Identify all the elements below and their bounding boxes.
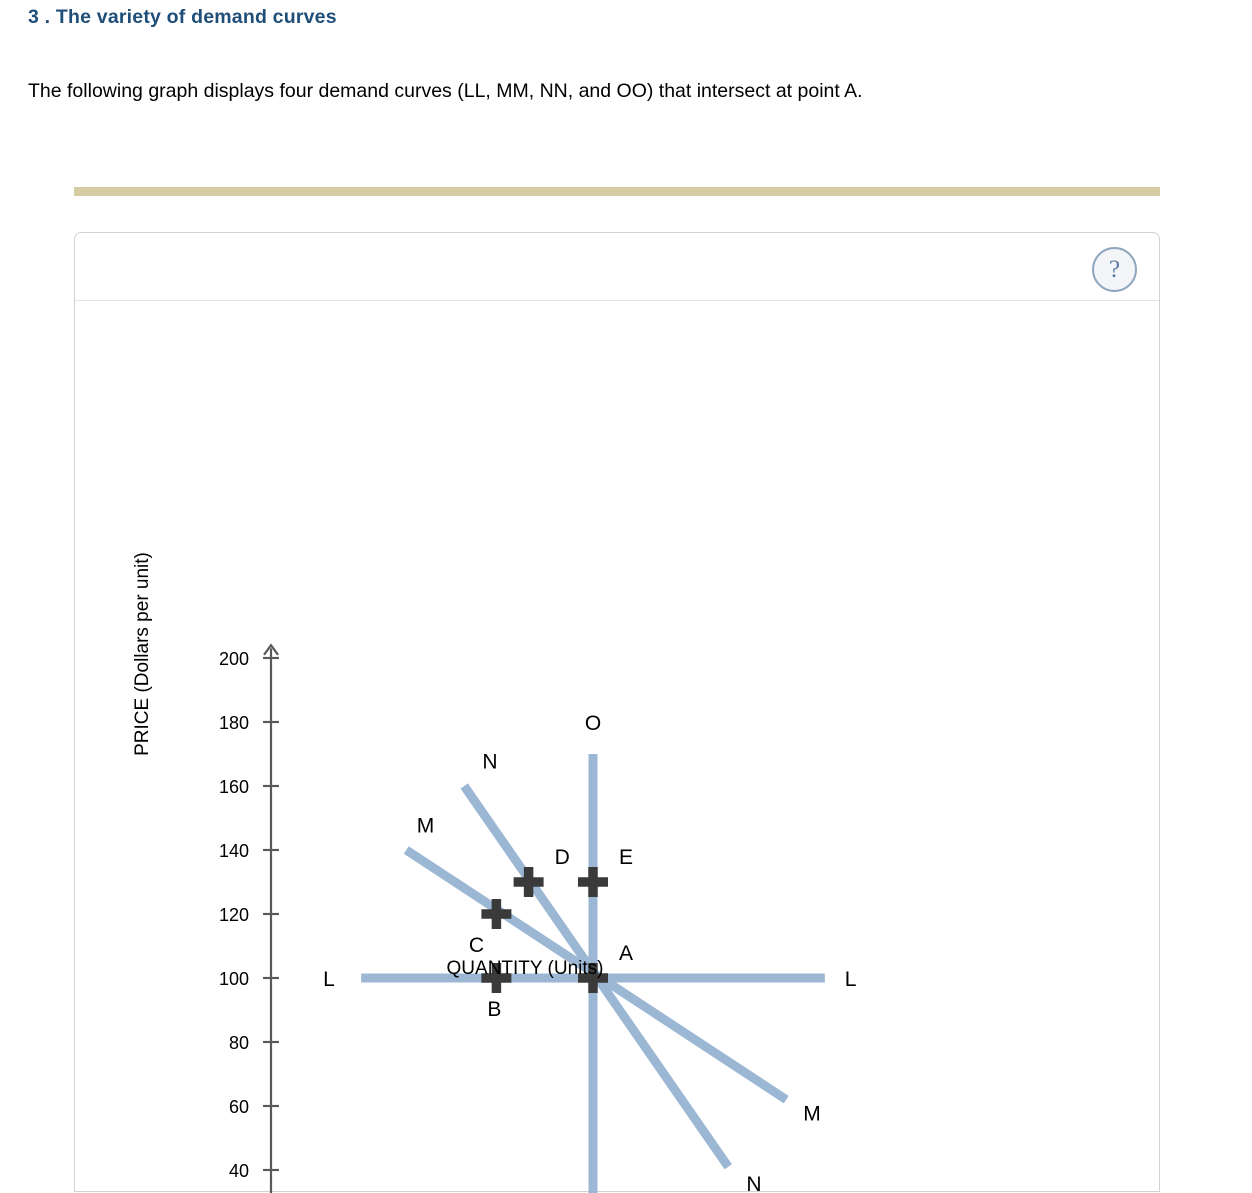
- plot-point-d[interactable]: [513, 867, 544, 897]
- y-axis-tick-label: 60: [229, 1097, 249, 1117]
- y-axis-tick-label: 200: [219, 649, 249, 669]
- plot-point-a[interactable]: [578, 963, 608, 993]
- curve-label-m: M: [803, 1102, 821, 1125]
- y-axis-arrow: [263, 643, 279, 656]
- graph-card-header: ?: [75, 233, 1159, 301]
- page-title: 3 . The variety of demand curves: [28, 6, 337, 28]
- y-axis-tick-label: 80: [229, 1033, 249, 1053]
- plot-point-e[interactable]: [578, 867, 608, 897]
- y-axis-tick-label: 100: [219, 969, 249, 989]
- section-divider: [74, 187, 1160, 196]
- point-label-c: C: [469, 934, 484, 957]
- y-axis-tick-label: 120: [219, 905, 249, 925]
- x-axis-title: QUANTITY (Units): [446, 958, 604, 979]
- graph-card: ? 02040608010012014016018020002040608010…: [74, 232, 1161, 1193]
- plot-point-b[interactable]: [481, 963, 512, 993]
- point-label-b: B: [487, 998, 501, 1021]
- y-axis-tick-label: 140: [219, 841, 249, 861]
- chart-svg-canvas: 0204060801001201401601802000204060801001…: [219, 643, 857, 1193]
- point-label-a: A: [619, 942, 633, 965]
- curve-label-l: L: [845, 968, 857, 991]
- curve-label-n: N: [746, 1173, 761, 1193]
- point-label-d: D: [555, 846, 570, 869]
- curve-label-n: N: [482, 750, 497, 773]
- y-axis-title: PRICE (Dollars per unit): [132, 552, 153, 756]
- curve-label-o: O: [585, 712, 601, 735]
- page-root: 3 . The variety of demand curves The fol…: [28, 6, 1160, 1193]
- y-axis-tick-label: 40: [229, 1161, 249, 1181]
- demand-curves-chart: 0204060801001201401601802000204060801001…: [75, 303, 1161, 1193]
- y-axis-tick-label: 180: [219, 713, 249, 733]
- curve-label-l: L: [323, 968, 335, 991]
- point-label-e: E: [619, 846, 633, 869]
- question-body-text: The following graph displays four demand…: [28, 80, 863, 102]
- question-mark-icon[interactable]: ?: [1092, 247, 1137, 292]
- curve-label-m: M: [417, 814, 435, 837]
- plot-point-c[interactable]: [481, 899, 512, 929]
- y-axis-tick-label: 160: [219, 777, 249, 797]
- help-icon-glyph: ?: [1108, 256, 1121, 283]
